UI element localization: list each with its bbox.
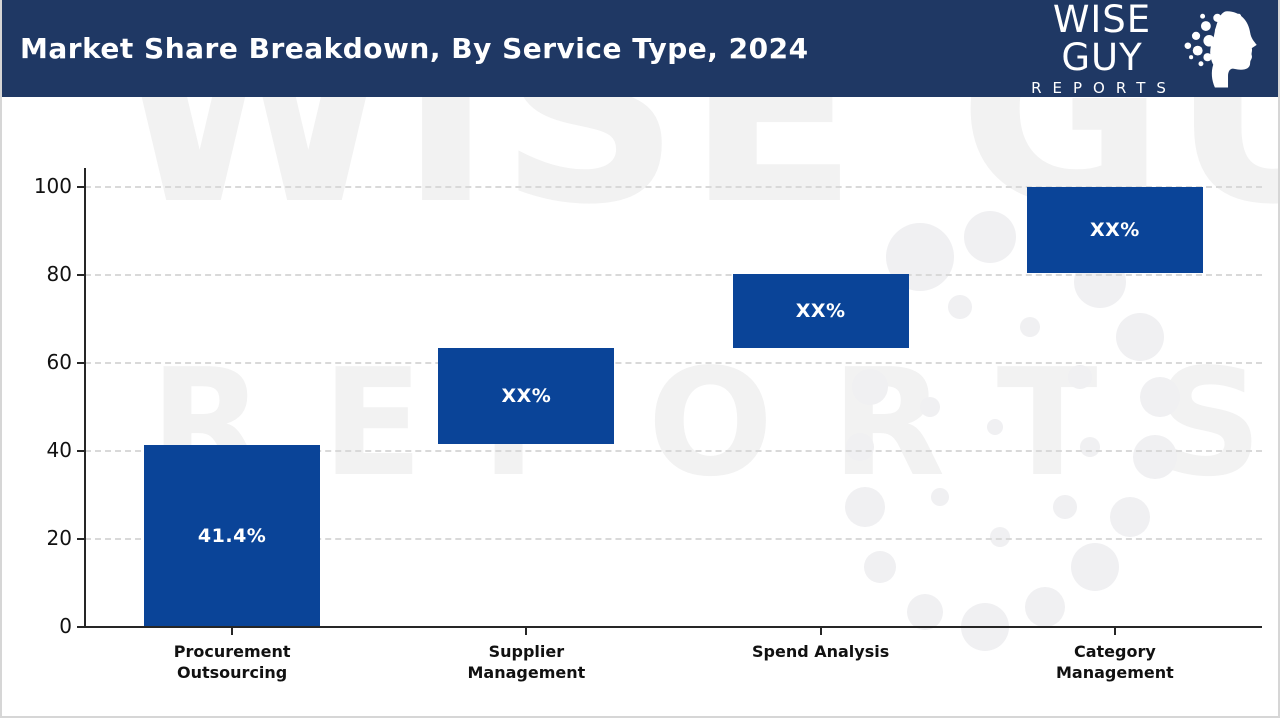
category-label-line: Management bbox=[1055, 663, 1174, 682]
category-label-line: Management bbox=[467, 663, 586, 682]
bar-value-label: 41.4% bbox=[197, 524, 267, 547]
bar: XX% bbox=[438, 348, 615, 445]
y-axis-tick bbox=[77, 450, 84, 452]
bar-value-label: XX% bbox=[1089, 218, 1140, 241]
bar-value-label: XX% bbox=[795, 299, 846, 322]
x-axis-line bbox=[84, 626, 1262, 628]
y-tick-label: 0 bbox=[59, 614, 72, 638]
y-gridline bbox=[85, 450, 1262, 452]
category-label-line: Spend Analysis bbox=[751, 642, 890, 661]
bar: XX% bbox=[1026, 187, 1203, 273]
chart-area: WISE GUY REPORTS 02040608010041.4%Procur… bbox=[0, 97, 1280, 717]
y-tick-label: 40 bbox=[46, 438, 72, 462]
category-label-line: Supplier bbox=[488, 642, 565, 661]
y-axis-line bbox=[84, 168, 86, 627]
bar: XX% bbox=[732, 273, 909, 348]
y-gridline bbox=[85, 538, 1262, 540]
x-axis-tick bbox=[525, 628, 528, 635]
bar: 41.4% bbox=[144, 444, 321, 627]
category-label: Procurement Outsourcing bbox=[102, 641, 362, 683]
report-header: Market Share Breakdown, By Service Type,… bbox=[0, 0, 1280, 97]
wise-guy-reports-logo: WISE GUY REPORTS bbox=[1022, 1, 1262, 97]
category-label-line: Procurement bbox=[173, 642, 291, 661]
y-axis-tick bbox=[77, 538, 84, 540]
category-label: Spend Analysis bbox=[691, 641, 951, 662]
category-label-line: Outsourcing bbox=[177, 663, 288, 682]
x-axis-tick bbox=[1113, 628, 1116, 635]
y-tick-label: 100 bbox=[33, 174, 72, 198]
category-label: Supplier Management bbox=[396, 641, 656, 683]
page-title: Market Share Breakdown, By Service Type,… bbox=[20, 32, 809, 65]
x-axis-tick bbox=[819, 628, 822, 635]
y-tick-label: 80 bbox=[46, 262, 72, 286]
y-axis-tick bbox=[77, 626, 84, 628]
dotted-face-icon bbox=[1184, 11, 1257, 88]
y-tick-label: 20 bbox=[46, 526, 72, 550]
logo-subtitle: REPORTS bbox=[1031, 79, 1177, 97]
y-gridline bbox=[85, 274, 1262, 276]
y-tick-label: 60 bbox=[46, 350, 72, 374]
category-label: Category Management bbox=[985, 641, 1245, 683]
y-gridline bbox=[85, 186, 1262, 188]
y-axis-tick bbox=[77, 274, 84, 276]
y-gridline bbox=[85, 362, 1262, 364]
logo-name: WISE GUY bbox=[1052, 0, 1152, 79]
x-axis-tick bbox=[231, 628, 234, 635]
bar-value-label: XX% bbox=[501, 385, 552, 408]
y-axis-tick bbox=[77, 186, 84, 188]
y-axis-tick bbox=[77, 362, 84, 364]
logo-text: WISE GUY REPORTS bbox=[1022, 0, 1182, 98]
category-label-line: Category bbox=[1073, 642, 1156, 661]
